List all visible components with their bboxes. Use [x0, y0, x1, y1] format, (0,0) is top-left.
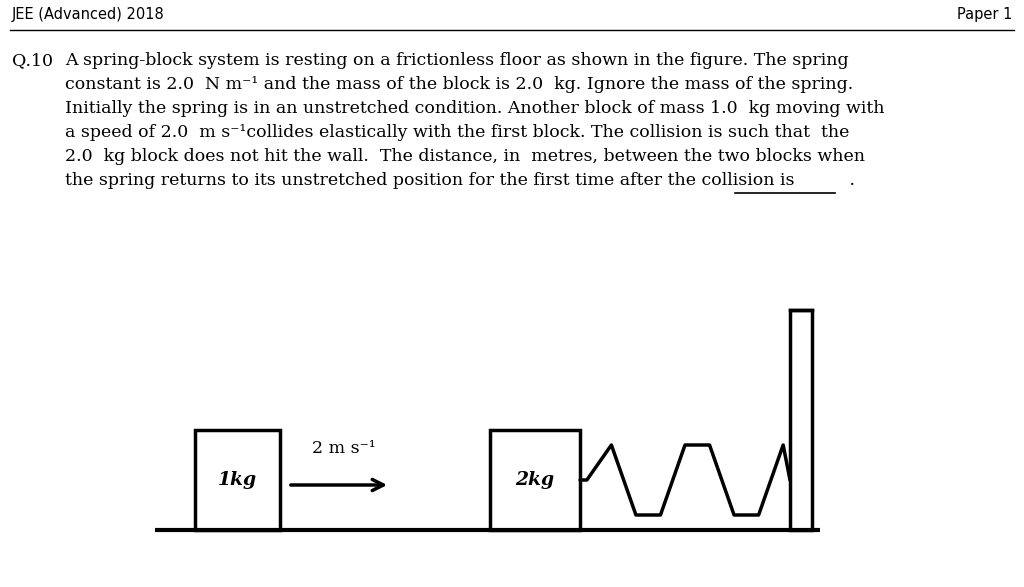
Bar: [790, 310, 812, 530]
Text: a speed of 2.0  m s⁻¹collides elastically with the first block. The collision is: a speed of 2.0 m s⁻¹collides elastically…: [65, 124, 849, 141]
Text: Paper 1: Paper 1: [956, 7, 1012, 22]
Bar: [195, 430, 280, 530]
Bar: [490, 430, 580, 530]
Text: constant is 2.0  N m⁻¹ and the mass of the block is 2.0  kg. Ignore the mass of : constant is 2.0 N m⁻¹ and the mass of th…: [65, 76, 853, 93]
Text: JEE (Advanced) 2018: JEE (Advanced) 2018: [12, 7, 165, 22]
Text: 2 m s⁻¹: 2 m s⁻¹: [312, 440, 376, 457]
Text: Q.10: Q.10: [12, 52, 53, 69]
Text: A spring-block system is resting on a frictionless floor as shown in the figure.: A spring-block system is resting on a fr…: [65, 52, 849, 69]
Text: the spring returns to its unstretched position for the first time after the coll: the spring returns to its unstretched po…: [65, 172, 855, 189]
Text: 2kg: 2kg: [515, 471, 555, 489]
Text: 2.0  kg block does not hit the wall.  The distance, in  metres, between the two : 2.0 kg block does not hit the wall. The …: [65, 148, 865, 165]
Text: 1kg: 1kg: [218, 471, 257, 489]
Text: Initially the spring is in an unstretched condition. Another block of mass 1.0  : Initially the spring is in an unstretche…: [65, 100, 885, 117]
